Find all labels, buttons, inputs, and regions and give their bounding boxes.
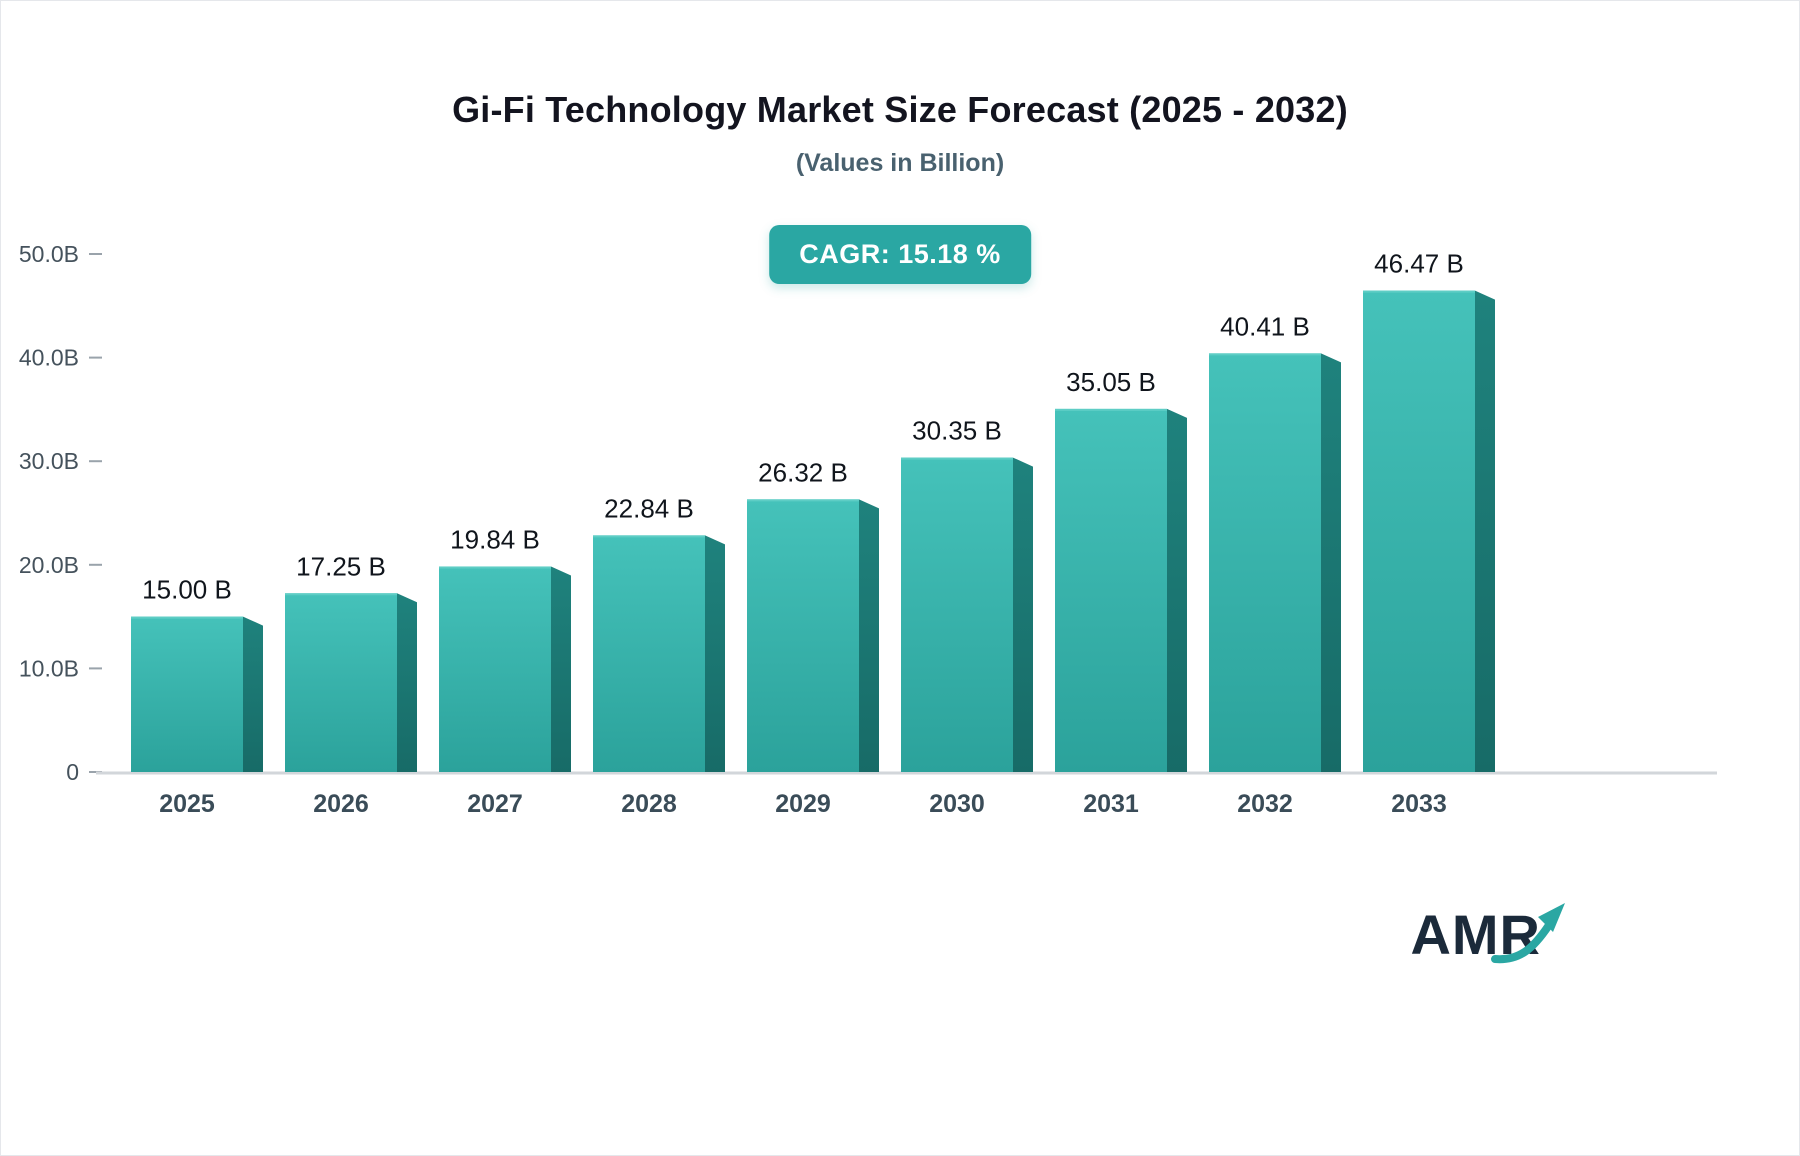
bar-value-label: 46.47 B (1374, 249, 1464, 279)
logo-arrow-icon (1491, 903, 1565, 964)
x-axis-tick-label: 2031 (1083, 790, 1139, 818)
x-axis-tick-label: 2030 (929, 790, 985, 818)
bar-side-2029 (859, 499, 879, 772)
x-axis-tick-label: 2033 (1391, 790, 1447, 818)
bar-2030 (901, 457, 1013, 772)
bar-2031 (1055, 408, 1167, 772)
bar-value-label: 35.05 B (1066, 367, 1156, 397)
bar-value-label: 15.00 B (142, 575, 232, 605)
bar-2026 (285, 593, 397, 772)
chart-subtitle: (Values in Billion) (795, 149, 1005, 177)
chart-header: Gi-Fi Technology Market Size Forecast (2… (1, 89, 1799, 178)
cagr-badge: CAGR: 15.18 % (769, 225, 1031, 284)
bar-value-label: 30.35 B (912, 416, 1002, 446)
bar-side-2033 (1475, 290, 1495, 772)
y-axis-tick-label: 30.0B (19, 448, 79, 474)
x-axis-tick-label: 2026 (313, 790, 369, 818)
bar-2027 (439, 566, 551, 772)
bar-side-2026 (397, 593, 417, 772)
bar-value-label: 17.25 B (296, 551, 386, 581)
x-axis-tick-label: 2032 (1237, 790, 1293, 818)
bar-side-2028 (705, 535, 725, 772)
bar-2029 (747, 499, 859, 772)
bar-side-2025 (243, 616, 263, 772)
bar-value-label: 26.32 B (758, 457, 848, 487)
y-axis-tick-label: 50.0B (19, 241, 79, 267)
x-axis-tick-label: 2025 (159, 790, 215, 818)
amr-logo: AMR (1410, 903, 1565, 964)
y-axis-tick-label: 40.0B (19, 345, 79, 371)
bar-side-2030 (1013, 457, 1033, 772)
bar-side-2032 (1321, 353, 1341, 772)
bar-value-label: 40.41 B (1220, 311, 1310, 341)
y-axis-tick-label: 10.0B (19, 655, 79, 681)
x-axis-tick-label: 2029 (775, 790, 831, 818)
bar-side-2031 (1167, 408, 1187, 772)
bar-2032 (1209, 353, 1321, 772)
bar-2028 (593, 535, 705, 772)
y-axis-tick-label: 20.0B (19, 552, 79, 578)
y-axis-tick-label: 0 (66, 759, 79, 785)
x-axis-tick-label: 2028 (621, 790, 677, 818)
x-axis-tick-label: 2027 (467, 790, 523, 818)
bar-2025 (131, 616, 243, 772)
bar-side-2027 (551, 566, 571, 772)
bar-2033 (1363, 290, 1475, 772)
bar-value-label: 19.84 B (450, 524, 540, 554)
chart-title: Gi-Fi Technology Market Size Forecast (2… (452, 89, 1348, 130)
bar-value-label: 22.84 B (604, 493, 694, 523)
